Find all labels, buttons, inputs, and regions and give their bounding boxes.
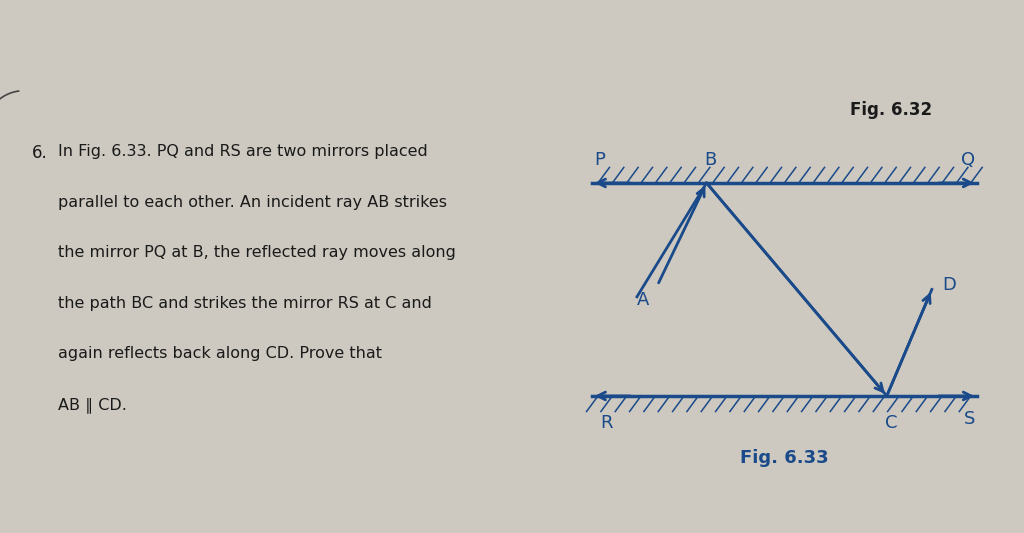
Text: the mirror PQ at B, the reflected ray moves along: the mirror PQ at B, the reflected ray mo… xyxy=(58,245,457,260)
Text: Fig. 6.32: Fig. 6.32 xyxy=(850,101,932,119)
Text: R: R xyxy=(600,414,612,432)
Text: B: B xyxy=(705,151,717,168)
Text: parallel to each other. An incident ray AB strikes: parallel to each other. An incident ray … xyxy=(58,195,447,209)
Text: S: S xyxy=(964,410,975,429)
Text: Fig. 6.33: Fig. 6.33 xyxy=(740,449,828,467)
Text: C: C xyxy=(885,414,897,432)
Text: AB ∥ CD.: AB ∥ CD. xyxy=(58,397,127,413)
Text: Q: Q xyxy=(961,151,975,168)
Text: A: A xyxy=(637,292,649,310)
Text: 6.: 6. xyxy=(32,144,48,162)
Text: again reflects back along CD. Prove that: again reflects back along CD. Prove that xyxy=(58,346,382,361)
Text: the path BC and strikes the mirror RS at C and: the path BC and strikes the mirror RS at… xyxy=(58,296,432,311)
Text: D: D xyxy=(942,276,956,294)
Text: In Fig. 6.33. PQ and RS are two mirrors placed: In Fig. 6.33. PQ and RS are two mirrors … xyxy=(58,144,428,159)
Text: P: P xyxy=(594,151,605,168)
